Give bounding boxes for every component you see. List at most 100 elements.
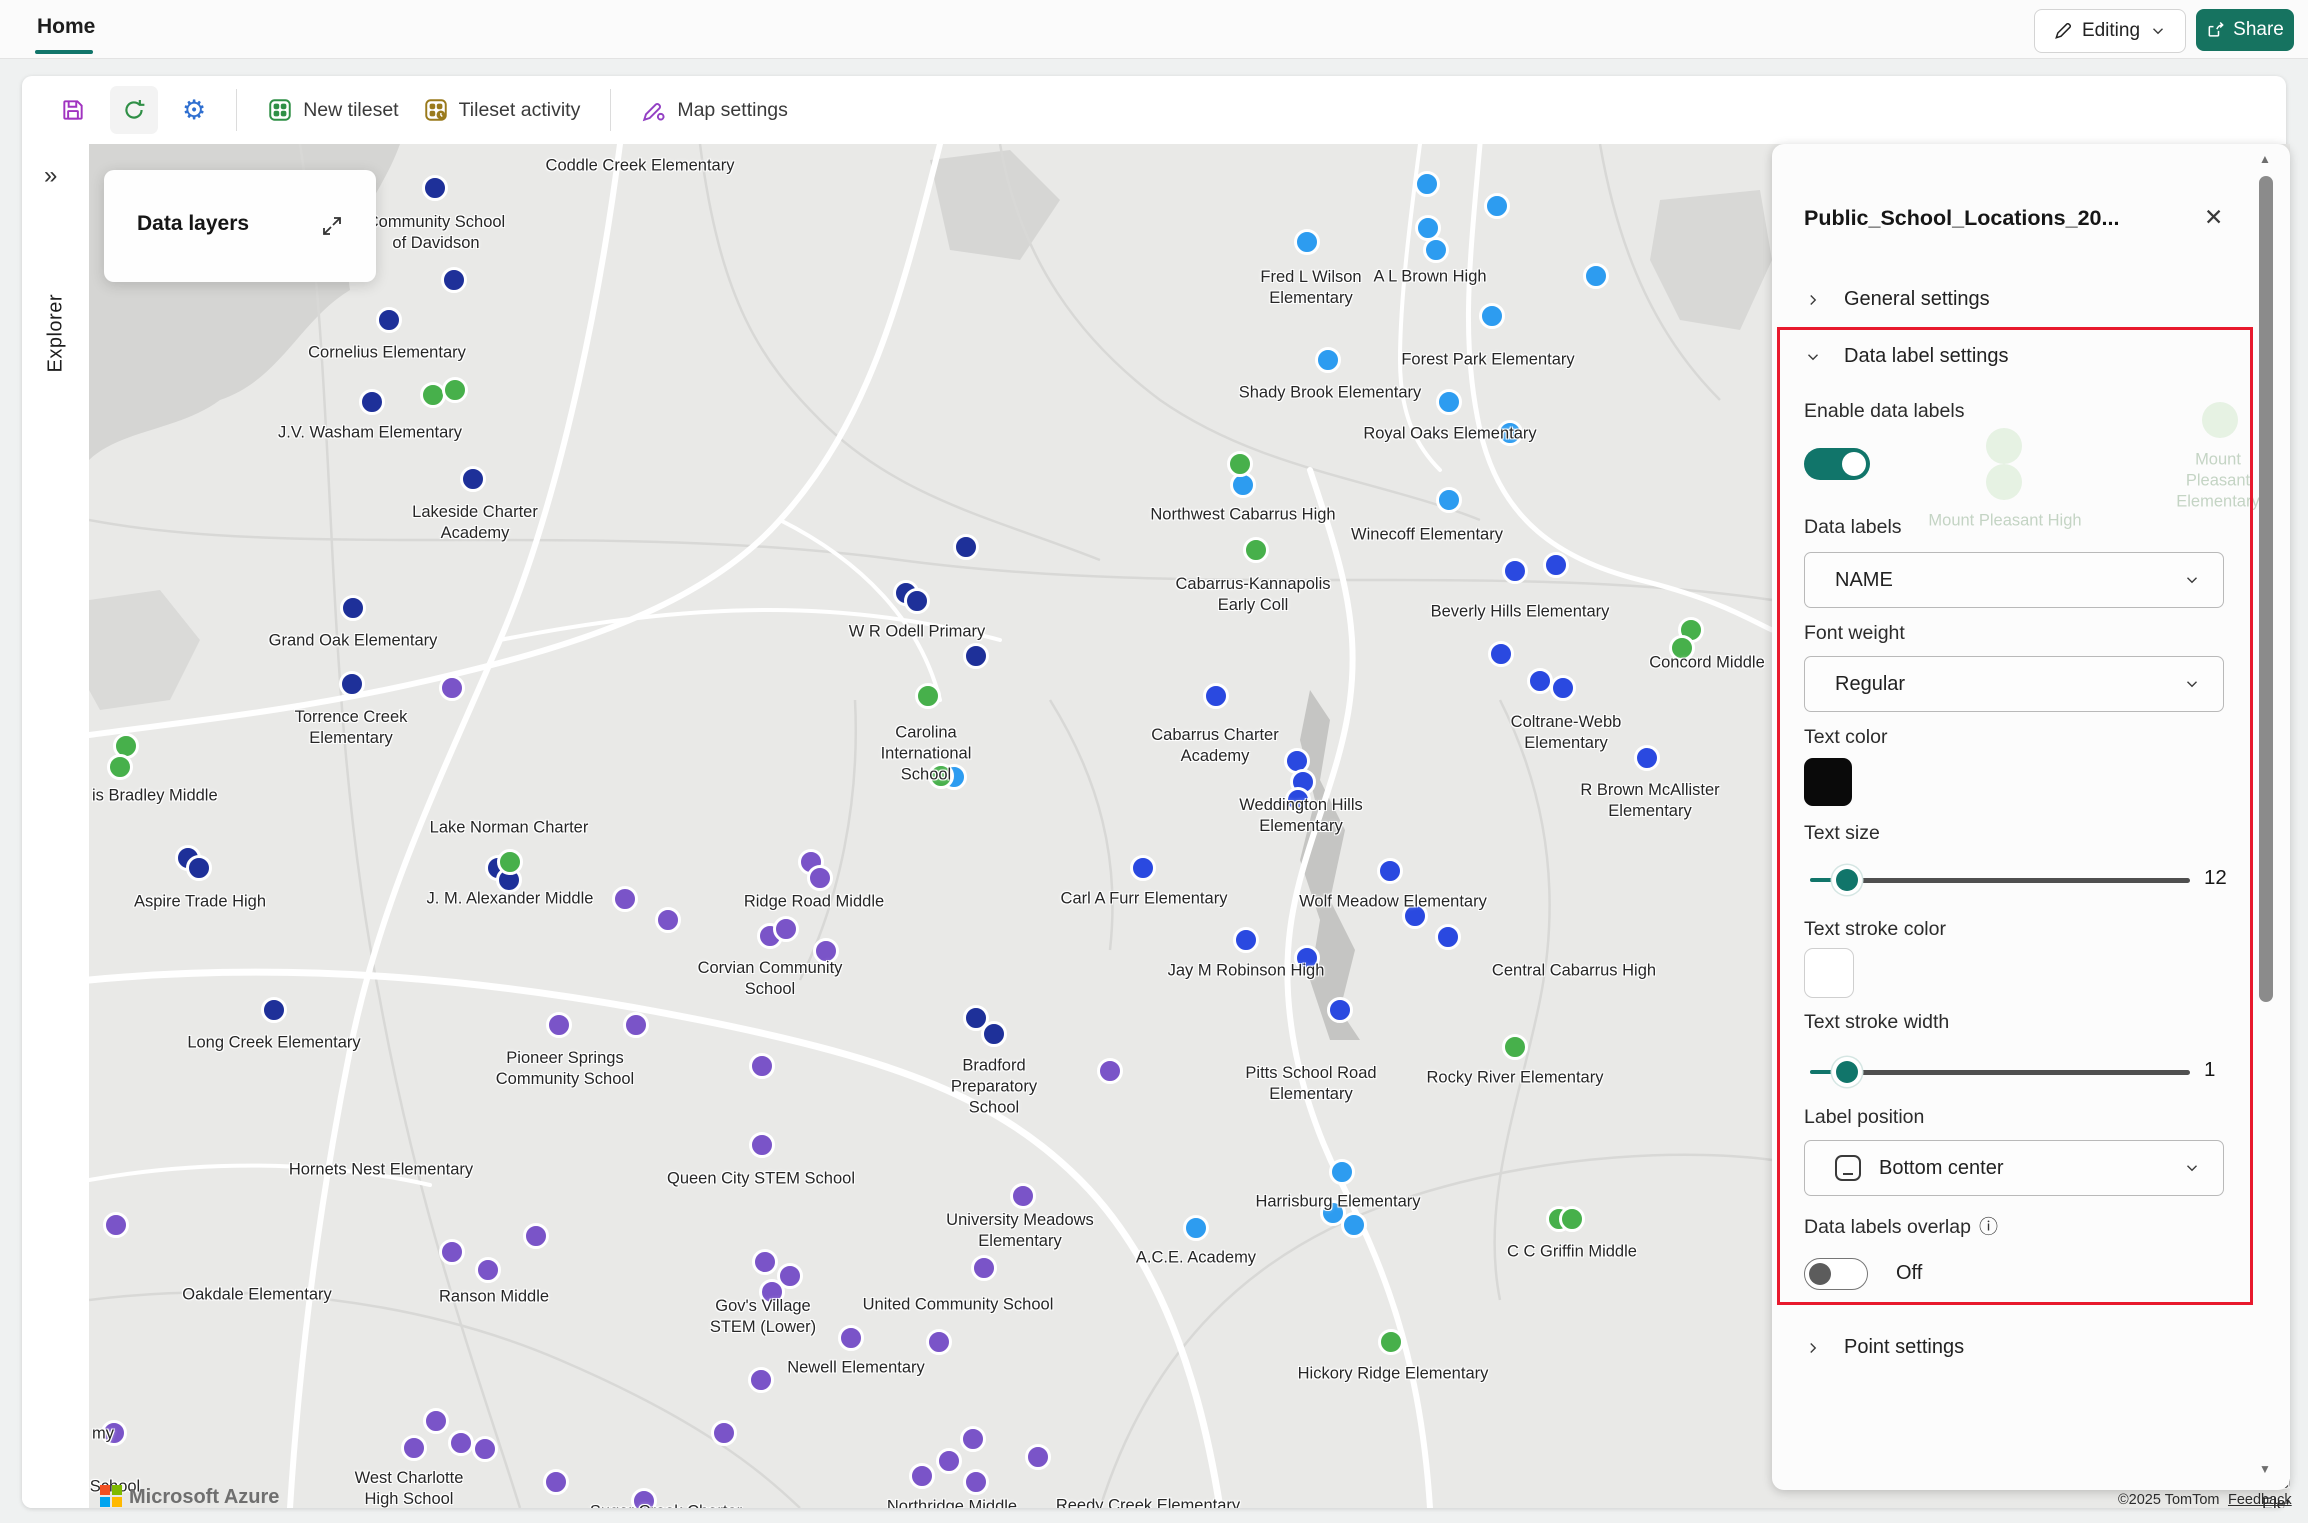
- slider-thumb[interactable]: [1836, 869, 1858, 891]
- school-point[interactable]: [631, 1488, 657, 1508]
- school-point[interactable]: [749, 1132, 775, 1158]
- school-point[interactable]: [963, 643, 989, 669]
- school-point[interactable]: [1423, 237, 1449, 263]
- data-labels-select[interactable]: NAME: [1804, 552, 2224, 608]
- school-point[interactable]: [1294, 945, 1320, 971]
- school-point[interactable]: [928, 763, 954, 789]
- school-point[interactable]: [439, 675, 465, 701]
- school-point[interactable]: [1233, 927, 1259, 953]
- school-point[interactable]: [612, 886, 638, 912]
- text-stroke-color-swatch[interactable]: [1804, 948, 1854, 998]
- school-point[interactable]: [1285, 787, 1311, 813]
- school-point[interactable]: [376, 307, 402, 333]
- school-point[interactable]: [1378, 1329, 1404, 1355]
- save-icon[interactable]: [60, 97, 86, 123]
- school-point[interactable]: [926, 1329, 952, 1355]
- data-layers-panel[interactable]: Data layers: [104, 170, 376, 282]
- school-point[interactable]: [807, 865, 833, 891]
- school-point[interactable]: [1294, 229, 1320, 255]
- enable-data-labels-toggle[interactable]: [1804, 448, 1870, 480]
- school-point[interactable]: [339, 671, 365, 697]
- school-point[interactable]: [963, 1469, 989, 1495]
- school-point[interactable]: [953, 534, 979, 560]
- text-color-swatch[interactable]: [1804, 758, 1852, 806]
- school-point[interactable]: [655, 907, 681, 933]
- text-stroke-width-slider[interactable]: [1810, 1060, 2190, 1084]
- school-point[interactable]: [340, 595, 366, 621]
- school-point[interactable]: [1527, 668, 1553, 694]
- school-point[interactable]: [475, 1257, 501, 1283]
- school-point[interactable]: [1097, 1058, 1123, 1084]
- school-point[interactable]: [748, 1367, 774, 1393]
- school-point[interactable]: [904, 588, 930, 614]
- school-point[interactable]: [101, 1420, 127, 1446]
- school-point[interactable]: [1327, 997, 1353, 1023]
- data-labels-overlap-toggle[interactable]: [1804, 1258, 1868, 1290]
- school-point[interactable]: [103, 1212, 129, 1238]
- school-point[interactable]: [1502, 1034, 1528, 1060]
- school-point[interactable]: [773, 916, 799, 942]
- school-point[interactable]: [1479, 303, 1505, 329]
- school-point[interactable]: [1497, 420, 1523, 446]
- school-point[interactable]: [1341, 1212, 1367, 1238]
- school-point[interactable]: [1402, 903, 1428, 929]
- school-point[interactable]: [1130, 855, 1156, 881]
- school-point[interactable]: [749, 1053, 775, 1079]
- school-point[interactable]: [441, 267, 467, 293]
- scroll-down-arrow[interactable]: ▼: [2259, 1462, 2271, 1476]
- general-settings-section[interactable]: General settings: [1804, 288, 1990, 311]
- school-point[interactable]: [711, 1420, 737, 1446]
- data-label-settings-section[interactable]: Data label settings: [1804, 345, 2009, 368]
- school-point[interactable]: [1436, 389, 1462, 415]
- school-point[interactable]: [1543, 552, 1569, 578]
- slider-thumb[interactable]: [1836, 1061, 1858, 1083]
- new-tileset-button[interactable]: New tileset: [267, 97, 399, 123]
- school-point[interactable]: [423, 1408, 449, 1434]
- school-point[interactable]: [1183, 1215, 1209, 1241]
- school-point[interactable]: [752, 1249, 778, 1275]
- school-point[interactable]: [813, 938, 839, 964]
- point-settings-section[interactable]: Point settings: [1804, 1336, 1964, 1359]
- school-point[interactable]: [981, 1021, 1007, 1047]
- school-point[interactable]: [1414, 171, 1440, 197]
- school-point[interactable]: [1436, 487, 1462, 513]
- school-point[interactable]: [523, 1223, 549, 1249]
- expand-panel-icon[interactable]: [320, 214, 344, 238]
- school-point[interactable]: [543, 1469, 569, 1495]
- school-point[interactable]: [1502, 558, 1528, 584]
- school-point[interactable]: [472, 1436, 498, 1462]
- school-point[interactable]: [1010, 1183, 1036, 1209]
- school-point[interactable]: [971, 1255, 997, 1281]
- school-point[interactable]: [1669, 635, 1695, 661]
- school-point[interactable]: [1243, 537, 1269, 563]
- school-point[interactable]: [1377, 858, 1403, 884]
- school-point[interactable]: [1583, 263, 1609, 289]
- school-point[interactable]: [1550, 675, 1576, 701]
- school-point[interactable]: [909, 1463, 935, 1489]
- school-point[interactable]: [936, 1448, 962, 1474]
- school-point[interactable]: [422, 175, 448, 201]
- feedback-link[interactable]: Feedback: [2228, 1492, 2292, 1508]
- school-point[interactable]: [186, 855, 212, 881]
- school-point[interactable]: [546, 1012, 572, 1038]
- school-point[interactable]: [1025, 1444, 1051, 1470]
- scrollbar-thumb[interactable]: [2259, 176, 2273, 1002]
- label-position-select[interactable]: Bottom center: [1804, 1140, 2224, 1196]
- school-point[interactable]: [759, 1279, 785, 1305]
- map-settings-button[interactable]: Map settings: [641, 97, 788, 123]
- school-point[interactable]: [1435, 924, 1461, 950]
- font-weight-select[interactable]: Regular: [1804, 656, 2224, 712]
- school-point[interactable]: [1484, 193, 1510, 219]
- school-point[interactable]: [261, 997, 287, 1023]
- school-point[interactable]: [1634, 745, 1660, 771]
- school-point[interactable]: [623, 1012, 649, 1038]
- school-point[interactable]: [1203, 683, 1229, 709]
- school-point[interactable]: [1559, 1206, 1585, 1232]
- school-point[interactable]: [838, 1325, 864, 1351]
- school-point[interactable]: [1315, 347, 1341, 373]
- text-size-slider[interactable]: [1810, 868, 2190, 892]
- refresh-button[interactable]: [110, 86, 158, 134]
- school-point[interactable]: [401, 1435, 427, 1461]
- editing-mode-button[interactable]: Editing: [2034, 9, 2186, 53]
- school-point[interactable]: [359, 389, 385, 415]
